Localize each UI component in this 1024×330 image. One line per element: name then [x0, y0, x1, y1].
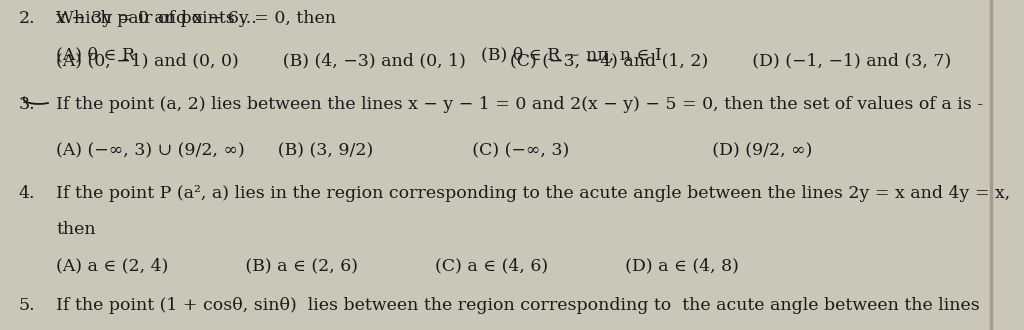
Text: 3.: 3.: [18, 96, 35, 113]
Text: 5.: 5.: [18, 297, 35, 314]
Text: Which pair of points ...: Which pair of points ...: [56, 10, 257, 27]
Text: x − 3y = 0 and x − 6y = 0, then: x − 3y = 0 and x − 6y = 0, then: [56, 10, 336, 27]
Text: then: then: [56, 221, 96, 238]
Text: If the point (a, 2) lies between the lines x − y − 1 = 0 and 2(x − y) − 5 = 0, t: If the point (a, 2) lies between the lin…: [56, 96, 983, 113]
Text: (B) θ ∈ R ~ nπ, n ∈ I: (B) θ ∈ R ~ nπ, n ∈ I: [481, 46, 663, 63]
Text: 2.: 2.: [18, 10, 35, 27]
Text: 4.: 4.: [18, 185, 35, 202]
Text: (A) θ ∈ R: (A) θ ∈ R: [56, 46, 135, 63]
Text: If the point P (a², a) lies in the region corresponding to the acute angle betwe: If the point P (a², a) lies in the regio…: [56, 185, 1011, 202]
Text: (A) a ∈ (2, 4)              (B) a ∈ (2, 6)              (C) a ∈ (4, 6)          : (A) a ∈ (2, 4) (B) a ∈ (2, 6) (C) a ∈ (4…: [56, 257, 739, 275]
Text: (A) (0, −1) and (0, 0)        (B) (4, −3) and (0, 1)        (C) (−3, −4) and (1,: (A) (0, −1) and (0, 0) (B) (4, −3) and (…: [56, 53, 951, 70]
Text: (A) (−∞, 3) ∪ (9/2, ∞)      (B) (3, 9/2)                  (C) (−∞, 3)           : (A) (−∞, 3) ∪ (9/2, ∞) (B) (3, 9/2) (C) …: [56, 142, 813, 159]
Text: If the point (1 + cosθ, sinθ)  lies between the region corresponding to  the acu: If the point (1 + cosθ, sinθ) lies betwe…: [56, 297, 980, 314]
